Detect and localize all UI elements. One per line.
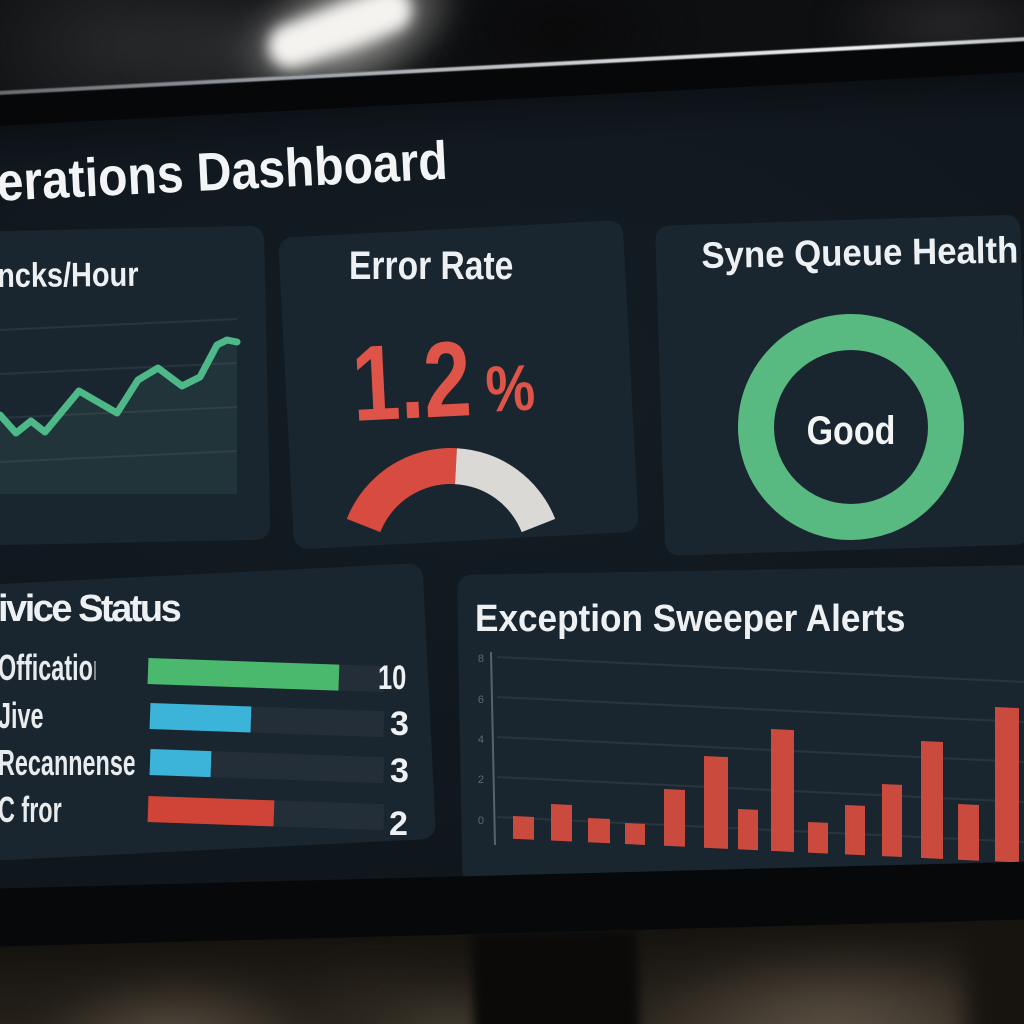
svg-text:2: 2 — [478, 774, 484, 786]
svg-text:4: 4 — [478, 734, 484, 746]
svg-text:0: 0 — [478, 815, 484, 827]
svg-text:8: 8 — [478, 653, 484, 665]
svg-text:6: 6 — [478, 694, 484, 706]
